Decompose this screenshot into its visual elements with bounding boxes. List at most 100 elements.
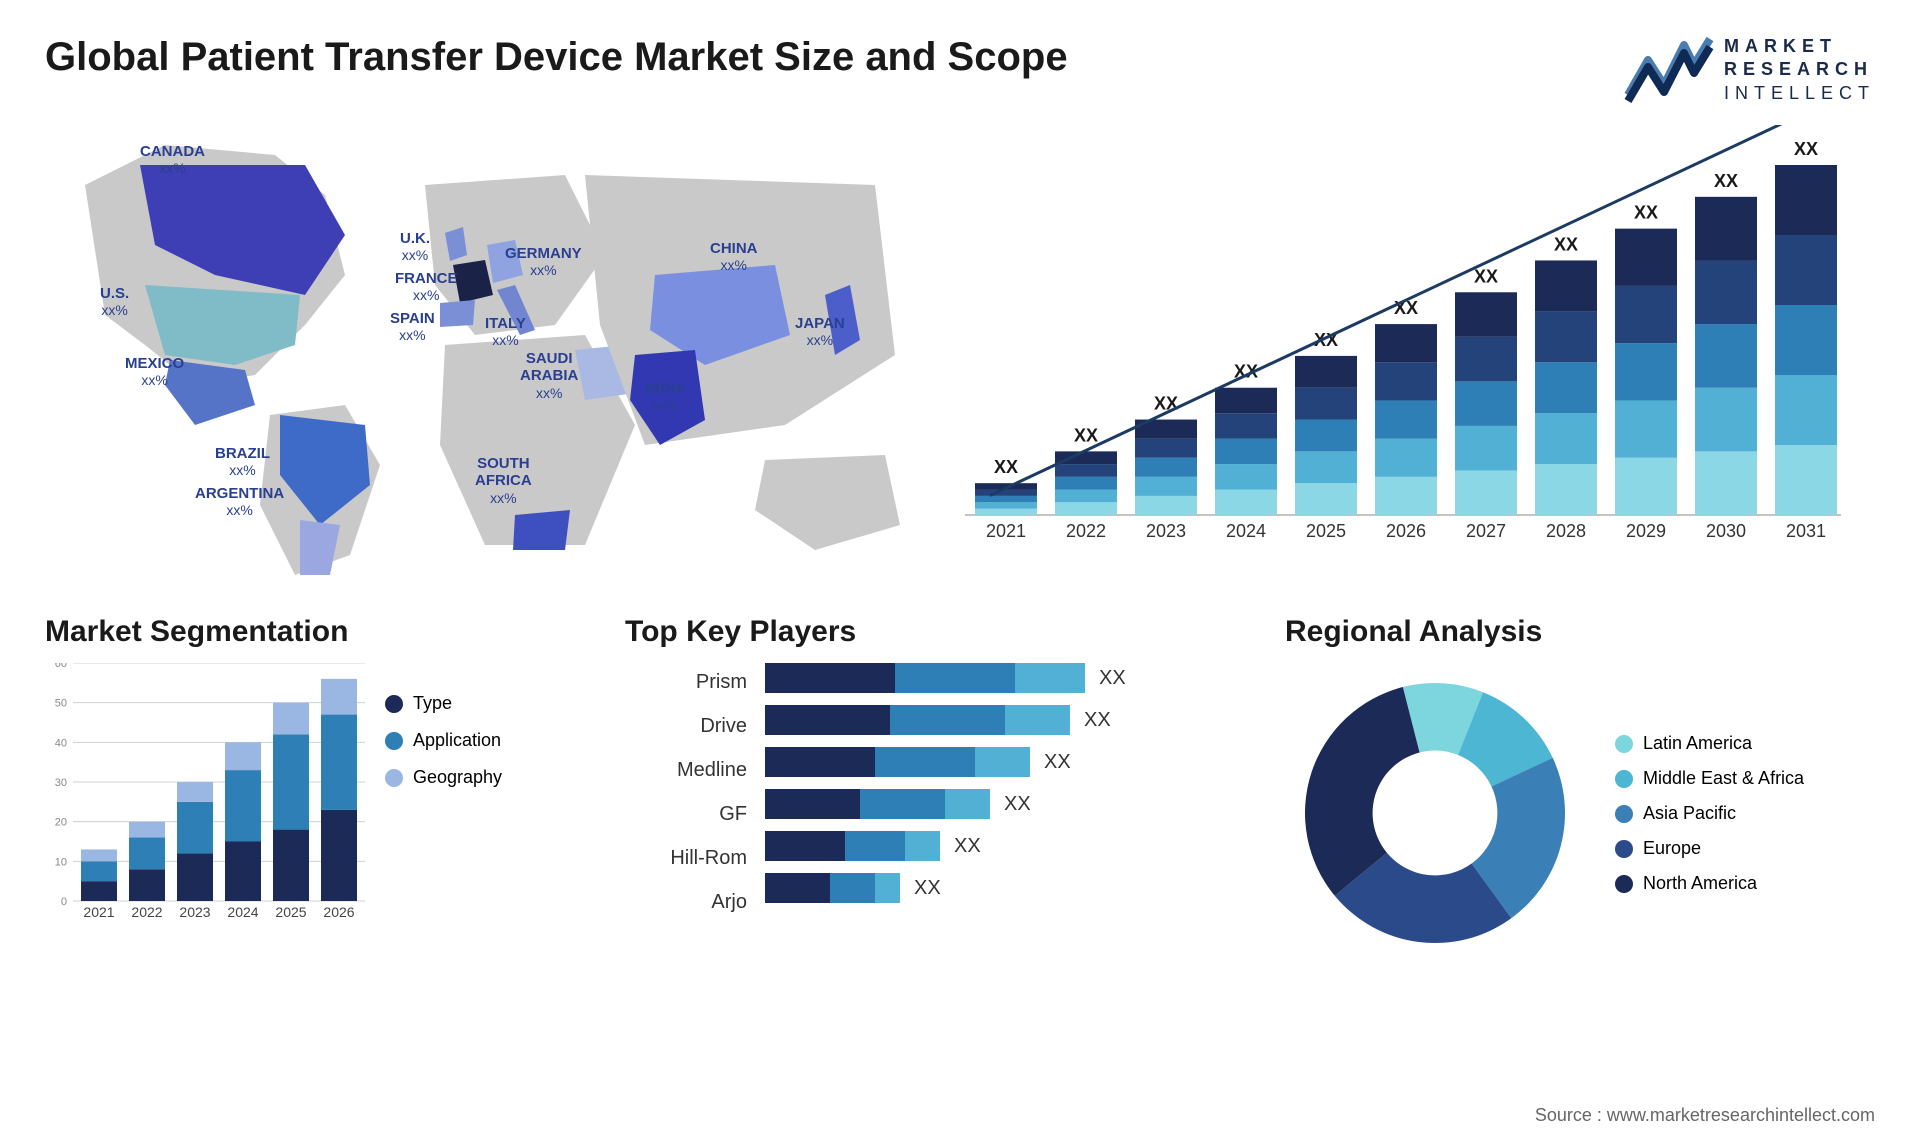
player-bar-seg xyxy=(765,831,845,861)
trend-x-label: 2024 xyxy=(1226,521,1266,541)
trend-bar xyxy=(975,509,1037,515)
player-bar-seg xyxy=(860,789,945,819)
player-value-label: XX xyxy=(914,877,941,900)
seg-bar xyxy=(81,862,117,882)
seg-bar xyxy=(321,715,357,810)
map-label-canada: CANADAxx% xyxy=(140,143,205,176)
seg-y-label: 50 xyxy=(55,698,67,710)
brand-logo-line3: INTELLECT xyxy=(1724,82,1875,105)
segmentation-chart: 0102030405060202120222023202420252026 xyxy=(45,663,365,943)
regional-legend-item: Europe xyxy=(1615,838,1804,859)
seg-bar xyxy=(225,770,261,841)
trend-bar xyxy=(1455,292,1517,337)
world-map xyxy=(45,125,915,575)
seg-bar xyxy=(129,838,165,870)
player-row: XX xyxy=(765,789,1185,819)
map-label-italy: ITALYxx% xyxy=(485,315,526,348)
map-label-south-africa: SOUTHAFRICAxx% xyxy=(475,455,532,506)
seg-x-label: 2023 xyxy=(179,904,210,920)
trend-bar xyxy=(1375,324,1437,362)
trend-bar xyxy=(1455,382,1517,427)
segmentation-panel: Market Segmentation 01020304050602021202… xyxy=(45,615,585,963)
player-bar-seg xyxy=(765,747,875,777)
seg-bar xyxy=(225,743,261,771)
player-name: Prism xyxy=(625,667,747,697)
trend-bar xyxy=(1375,439,1437,477)
trend-bar xyxy=(975,496,1037,502)
map-region-south-africa xyxy=(513,510,570,550)
player-row: XX xyxy=(765,705,1185,735)
trend-x-label: 2021 xyxy=(986,521,1026,541)
player-bar-seg xyxy=(830,873,875,903)
trend-bar xyxy=(1455,337,1517,382)
trend-bar xyxy=(1215,388,1277,413)
trend-chart: XX2021XX2022XX2023XX2024XX2025XX2026XX20… xyxy=(955,125,1845,575)
segmentation-heading: Market Segmentation xyxy=(45,615,585,649)
player-row: XX xyxy=(765,663,1185,693)
seg-bar xyxy=(321,810,357,901)
trend-bar xyxy=(1695,197,1757,261)
map-label-china: CHINAxx% xyxy=(710,240,758,273)
trend-value-label: XX xyxy=(1474,266,1498,286)
seg-legend-item: Application xyxy=(385,730,502,751)
trend-bar xyxy=(1615,229,1677,286)
brand-logo-line2: RESEARCH xyxy=(1724,58,1875,81)
brand-logo-line1: MARKET xyxy=(1724,35,1875,58)
player-bar-seg xyxy=(845,831,905,861)
seg-y-label: 40 xyxy=(55,738,67,750)
donut-slice xyxy=(1305,687,1420,896)
seg-bar xyxy=(273,703,309,735)
trend-bar xyxy=(1535,312,1597,363)
trend-bar xyxy=(1695,261,1757,325)
player-bar-seg xyxy=(945,789,990,819)
map-label-spain: SPAINxx% xyxy=(390,310,435,343)
player-bar-seg xyxy=(875,747,975,777)
seg-bar xyxy=(273,830,309,901)
seg-bar xyxy=(273,735,309,830)
map-region-argentina xyxy=(300,520,340,575)
seg-bar xyxy=(81,850,117,862)
seg-y-label: 20 xyxy=(55,817,67,829)
trend-bar xyxy=(1775,375,1837,445)
trend-x-label: 2026 xyxy=(1386,521,1426,541)
trend-bar xyxy=(1055,464,1117,477)
map-label-brazil: BRAZILxx% xyxy=(215,445,270,478)
trend-bar xyxy=(1695,388,1757,452)
player-bar-seg xyxy=(1015,663,1085,693)
trend-bar xyxy=(1135,439,1197,458)
player-bar-seg xyxy=(765,663,895,693)
regional-legend-item: Asia Pacific xyxy=(1615,803,1804,824)
player-bar xyxy=(765,747,1030,777)
trend-bar xyxy=(975,502,1037,508)
map-label-india: INDIAxx% xyxy=(645,380,686,413)
player-bar-seg xyxy=(890,705,1005,735)
brand-logo: MARKET RESEARCH INTELLECT xyxy=(1624,35,1875,105)
seg-legend-item: Geography xyxy=(385,767,502,788)
trend-x-label: 2025 xyxy=(1306,521,1346,541)
player-bar-seg xyxy=(765,705,890,735)
seg-y-label: 60 xyxy=(55,663,67,670)
trend-bar xyxy=(1135,496,1197,515)
trend-bar xyxy=(1375,477,1437,515)
map-label-u-s-: U.S.xx% xyxy=(100,285,129,318)
seg-bar xyxy=(177,802,213,854)
trend-bar xyxy=(1535,362,1597,413)
trend-bar xyxy=(1215,490,1277,515)
trend-bar xyxy=(1535,261,1597,312)
trend-value-label: XX xyxy=(994,457,1018,477)
player-bar-seg xyxy=(1005,705,1070,735)
world-map-panel: CANADAxx%U.S.xx%MEXICOxx%BRAZILxx%ARGENT… xyxy=(45,125,915,575)
player-row: XX xyxy=(765,831,1185,861)
trend-bar xyxy=(1455,426,1517,471)
regional-legend-item: North America xyxy=(1615,873,1804,894)
map-label-germany: GERMANYxx% xyxy=(505,245,582,278)
seg-bar xyxy=(321,679,357,715)
trend-x-label: 2028 xyxy=(1546,521,1586,541)
trend-bar xyxy=(1055,477,1117,490)
seg-bar xyxy=(177,854,213,902)
player-row: XX xyxy=(765,747,1185,777)
players-names: PrismDriveMedlineGFHill-RomArjo xyxy=(625,663,765,917)
trend-value-label: XX xyxy=(1714,171,1738,191)
seg-bar xyxy=(225,842,261,902)
player-name: GF xyxy=(625,799,747,829)
